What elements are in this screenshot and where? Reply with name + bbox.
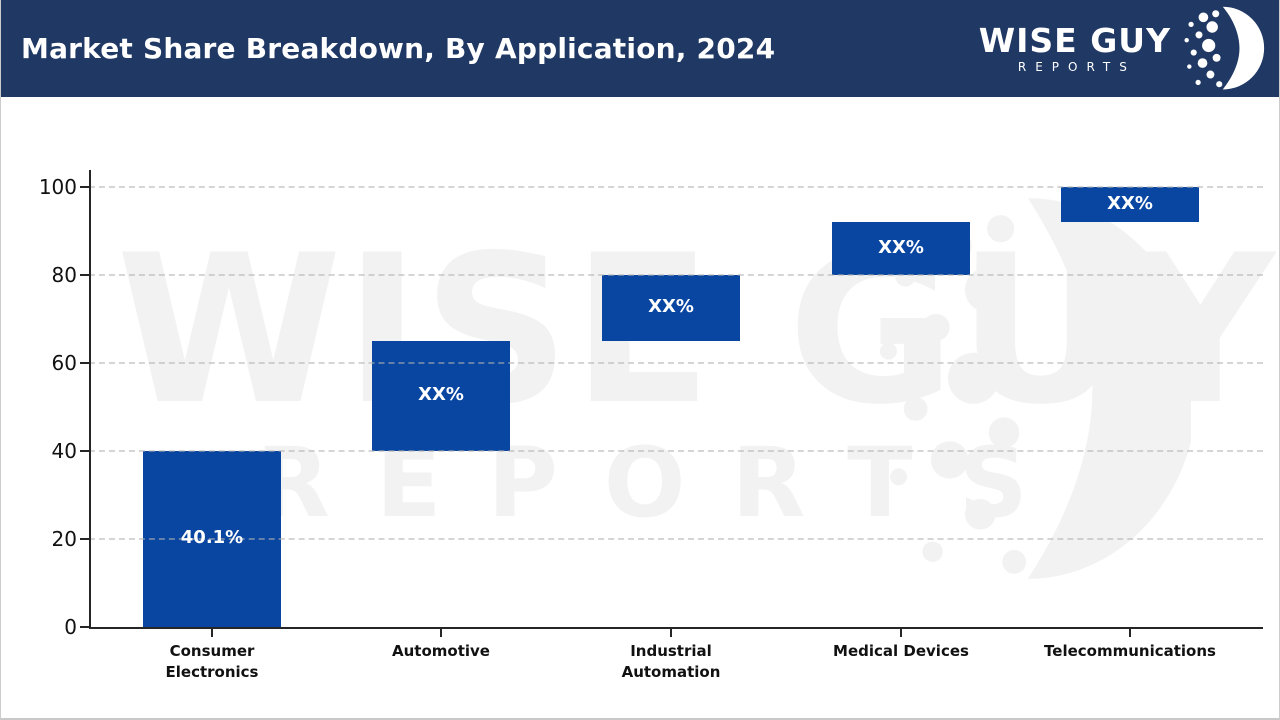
y-gridline xyxy=(89,274,1263,276)
bar-value-label: XX% xyxy=(648,296,694,317)
y-tickmark xyxy=(80,186,89,188)
x-category-label-line: Electronics xyxy=(165,663,259,681)
y-tick-label: 100 xyxy=(38,175,77,199)
x-axis xyxy=(89,627,1263,629)
y-tickmark xyxy=(80,450,89,452)
x-tickmark xyxy=(900,629,902,637)
y-gridline xyxy=(89,186,1263,188)
bar-value-label: XX% xyxy=(418,383,464,405)
bar-automotive xyxy=(372,341,510,451)
face-profile-icon xyxy=(1184,6,1265,89)
logo-name: WISE GUY xyxy=(978,21,1171,60)
y-tick-label: 60 xyxy=(51,351,77,375)
y-tick-label: 40 xyxy=(51,439,77,463)
chart-title: Market Share Breakdown, By Application, … xyxy=(21,32,776,65)
x-category-label: Telecommunications xyxy=(1015,641,1245,662)
y-tickmark xyxy=(80,626,89,628)
x-category-label: Automotive xyxy=(326,641,556,662)
y-gridline xyxy=(89,538,1263,540)
x-category-label-line: Medical Devices xyxy=(833,642,969,660)
x-category-label: Consumer Electronics xyxy=(97,641,327,683)
x-category-label-line: Automation xyxy=(621,663,721,681)
wiseguy-logo: WISE GUY REPORTS xyxy=(979,5,1267,93)
y-tickmark xyxy=(80,362,89,364)
y-gridline xyxy=(89,450,1263,452)
y-tick-label: 80 xyxy=(51,263,77,287)
x-category-label-line: Automotive xyxy=(392,642,490,660)
bar-value-label: XX% xyxy=(878,236,924,258)
y-tick-label: 20 xyxy=(51,527,77,551)
bar-value-label: 40.1% xyxy=(180,526,244,548)
y-tickmark xyxy=(80,538,89,540)
y-gridline xyxy=(89,362,1263,364)
x-category-label: Industrial Automation xyxy=(556,641,786,683)
chart-area: WISE GUY REPORTS 40.1% XX% XX% XX% XX% 0 20 40 6… xyxy=(1,97,1279,718)
x-category-label-line: Industrial xyxy=(630,642,712,660)
x-tickmark xyxy=(440,629,442,637)
bar-value-label: XX% xyxy=(1107,192,1153,214)
bar-telecommunications xyxy=(1061,187,1199,223)
x-tickmark xyxy=(670,629,672,637)
x-category-label-line: Consumer xyxy=(169,642,255,660)
y-tick-label: 0 xyxy=(64,615,77,639)
x-tickmark xyxy=(211,629,213,637)
x-category-label-line: Telecommunications xyxy=(1044,642,1216,660)
bar-industrial-automation xyxy=(602,275,740,341)
y-axis xyxy=(89,170,91,629)
logo-subtitle: REPORTS xyxy=(1017,60,1136,74)
x-tickmark xyxy=(1129,629,1131,637)
wiseguy-logo-text: WISE GUY REPORTS xyxy=(979,24,1171,73)
header-bar: Market Share Breakdown, By Application, … xyxy=(1,0,1279,97)
x-category-label: Medical Devices xyxy=(786,641,1016,662)
y-tickmark xyxy=(80,274,89,276)
bar-medical-devices xyxy=(832,222,970,275)
